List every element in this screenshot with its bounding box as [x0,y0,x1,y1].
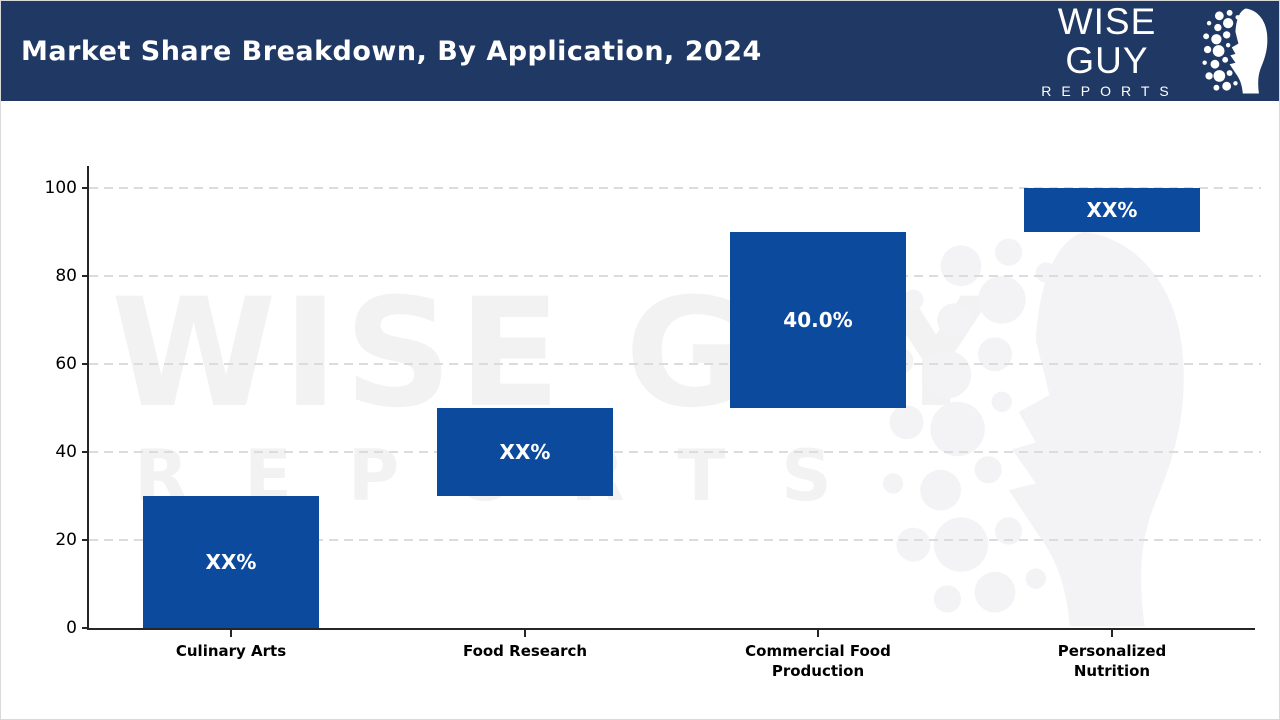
y-tick-label-100: 100 [44,178,77,198]
chart-title: Market Share Breakdown, By Application, … [21,35,762,67]
category-label-culinary-arts: Culinary Arts [175,642,287,660]
y-tick-label-20: 20 [55,530,77,550]
x-tick-mark-food-research [524,630,526,637]
bar-culinary-arts [143,496,319,628]
header-bar: Market Share Breakdown, By Application, … [1,1,1279,101]
logo-text: WISE GUY REPORTS [1021,1,1193,99]
gridline-20 [89,539,1261,541]
dotted-head-profile-icon [1202,8,1268,94]
y-tick-mark-80 [82,275,89,277]
y-axis-line [87,166,89,630]
y-tick-label-40: 40 [55,442,77,462]
x-axis-line [87,628,1255,630]
watermark-head-profile-icon [882,231,1184,627]
category-label-food-research: Food Research [462,642,588,660]
bar-personalized-nutrition [1024,188,1200,232]
bar-label-personalized-nutrition: XX% [1086,198,1138,222]
bar-label-culinary-arts: XX% [205,550,257,574]
bar-label-commercial-food-production: 40.0% [783,308,853,332]
gridline-40 [89,451,1261,453]
category-label-personalized-nutrition: Personalized Nutrition [1057,642,1167,681]
y-tick-mark-40 [82,451,89,453]
y-tick-label-60: 60 [55,354,77,374]
y-tick-mark-0 [82,627,89,629]
y-tick-mark-60 [82,363,89,365]
y-tick-mark-100 [82,187,89,189]
gridline-100 [89,187,1261,189]
logo-wordmark: WISE GUY [1057,1,1157,81]
gridline-80 [89,275,1261,277]
y-tick-label-80: 80 [55,266,77,286]
logo-subtitle: REPORTS [1041,82,1179,99]
wise-guy-reports-logo: WISE GUY REPORTS [1021,1,1271,99]
bar-food-research [437,408,613,496]
y-tick-label-0: 0 [66,618,77,638]
bar-commercial-food-production [730,232,906,408]
x-tick-mark-personalized-nutrition [1111,630,1113,637]
category-label-commercial-food-production: Commercial Food Production [745,642,891,681]
bar-label-food-research: XX% [499,440,551,464]
y-tick-mark-20 [82,539,89,541]
x-tick-mark-commercial-food-production [817,630,819,637]
chart-plot-area: WISE GUY REPORTS 020406080100XX%Culinary… [1,101,1279,719]
x-tick-mark-culinary-arts [230,630,232,637]
gridline-60 [89,363,1261,365]
